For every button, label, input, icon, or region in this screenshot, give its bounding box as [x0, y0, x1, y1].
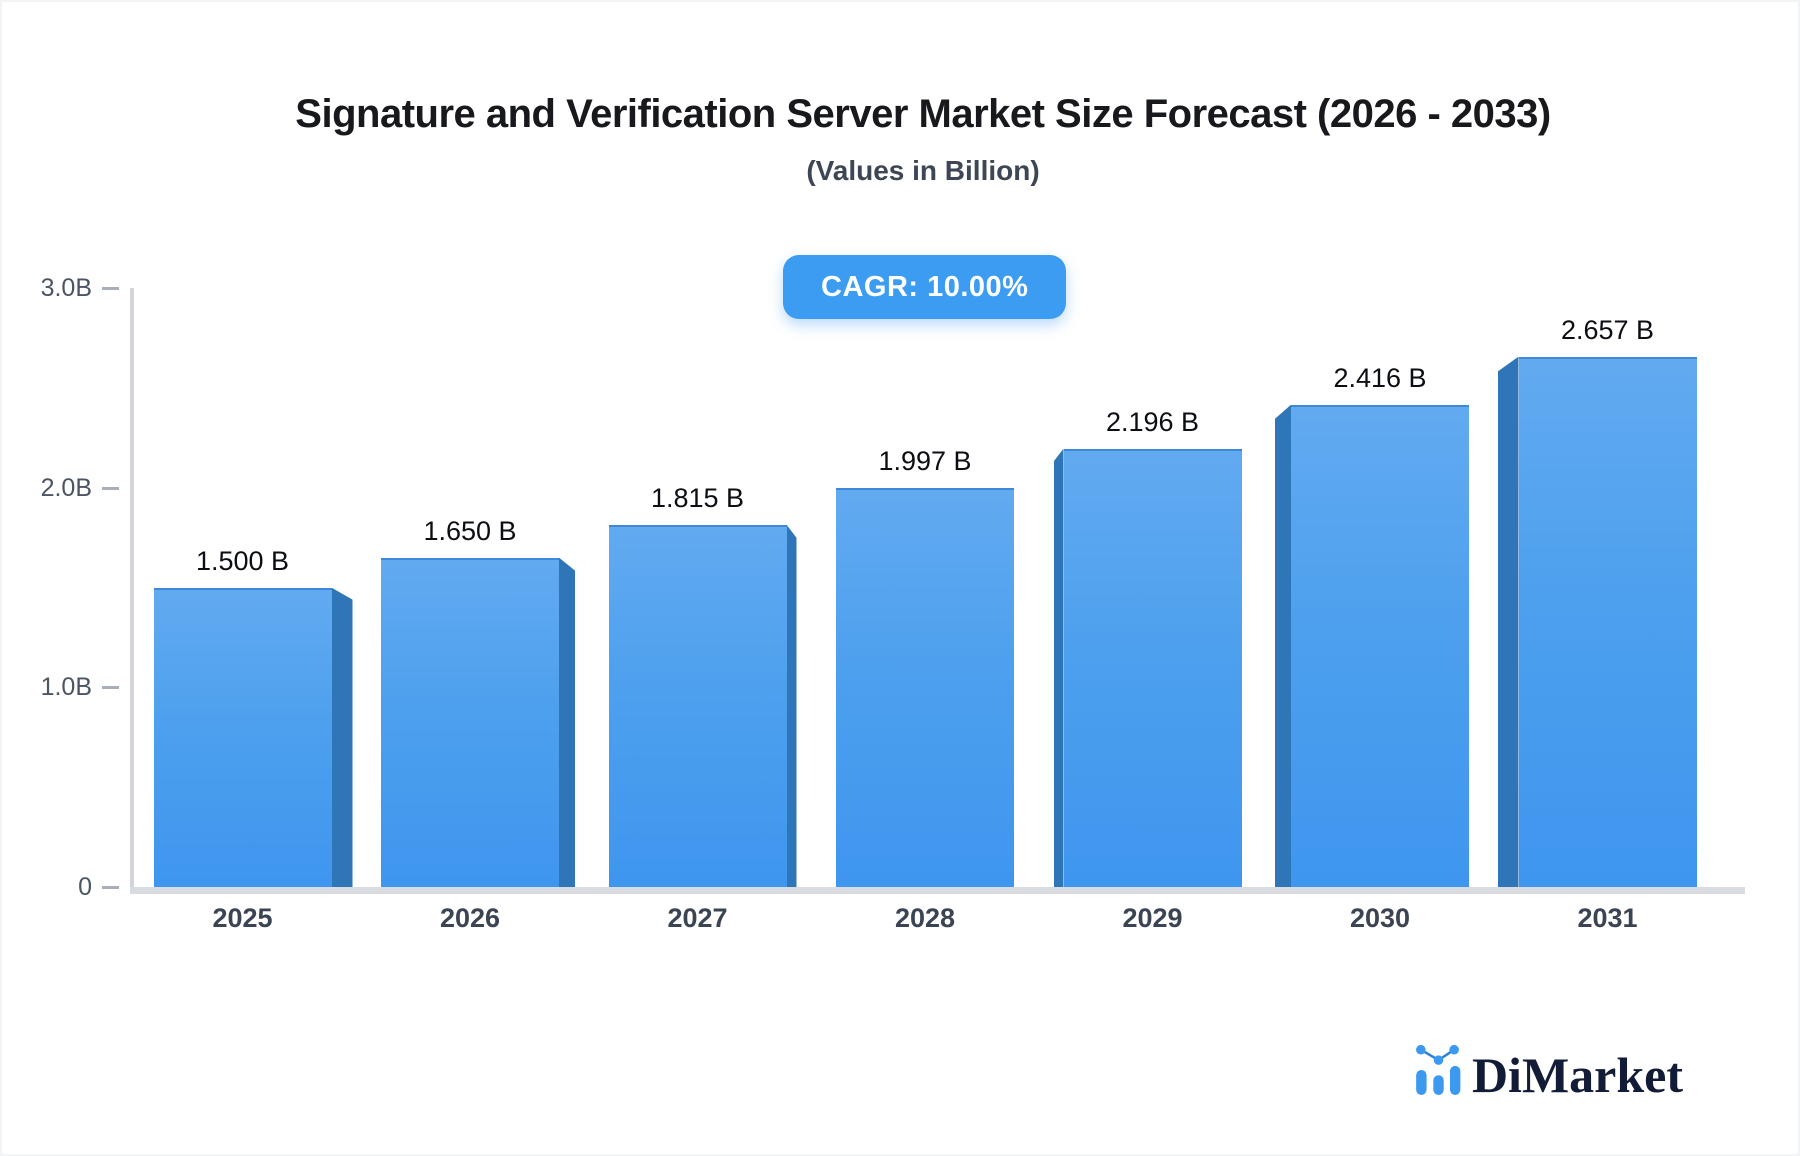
y-tick-label: 2.0B	[40, 473, 92, 502]
y-tick-mark	[102, 886, 119, 889]
bar-2030[interactable]	[1291, 404, 1469, 887]
y-tick-mark	[102, 287, 119, 291]
y-axis-line	[130, 288, 134, 893]
bar-value-label-2031: 2.657 B	[1560, 314, 1655, 345]
page-title: Signature and Verification Server Market…	[295, 92, 1551, 136]
bar-value-label-2028: 1.997 B	[878, 446, 972, 477]
bar-2025[interactable]	[153, 587, 332, 887]
chart-subtitle: (Values in Billion)	[806, 155, 1040, 186]
bar-value-label-2027: 1.815 B	[650, 482, 745, 513]
bar-side-face-2030	[1275, 404, 1291, 887]
x-axis-label-2025: 2025	[212, 903, 273, 933]
chart-header: Signature and Verification Server Market…	[25, 92, 1798, 187]
y-tick-mark	[102, 486, 119, 490]
y-tick-label: 0	[78, 873, 92, 901]
bar-value-label-2029: 2.196 B	[1105, 406, 1200, 437]
bar-value-label-2025: 1.500 B	[195, 545, 290, 576]
bar-2031[interactable]	[1518, 356, 1697, 887]
bar-side-face-2029	[1053, 448, 1064, 887]
bar-chart-sparkline-logo-icon	[1415, 1044, 1461, 1095]
dimarket-logo-text: DiMarket	[1471, 1047, 1683, 1103]
y-tick-label: 3.0B	[40, 274, 92, 303]
bar-2029[interactable]	[1063, 448, 1242, 887]
x-axis-label-2027: 2027	[667, 903, 728, 933]
bar-side-face-2026	[559, 557, 575, 887]
x-axis-label-2028: 2028	[894, 903, 956, 933]
bar-side-face-2031	[1497, 356, 1519, 887]
x-axis-label-2031: 2031	[1577, 903, 1638, 933]
x-axis-label-2029: 2029	[1122, 903, 1183, 933]
y-tick-mark	[102, 686, 119, 690]
bar-value-label-2026: 1.650 B	[423, 515, 517, 546]
dimarket-logo: DiMarket	[1415, 1044, 1683, 1103]
bar-2026[interactable]	[381, 557, 559, 887]
x-axis-baseline	[130, 887, 1745, 894]
bar-value-label-2030: 2.416 B	[1333, 362, 1427, 393]
cagr-badge-label: CAGR: 10.00%	[821, 270, 1029, 303]
bar-side-face-2027	[786, 524, 797, 887]
x-axis-label-2030: 2030	[1349, 903, 1411, 933]
x-axis-label-2026: 2026	[439, 903, 501, 933]
bar-2027[interactable]	[608, 524, 787, 887]
bar-side-face-2025	[331, 587, 353, 887]
y-tick-label: 1.0B	[40, 673, 92, 702]
bar-2028[interactable]	[836, 488, 1014, 887]
cagr-badge: CAGR: 10.00%	[783, 255, 1067, 319]
